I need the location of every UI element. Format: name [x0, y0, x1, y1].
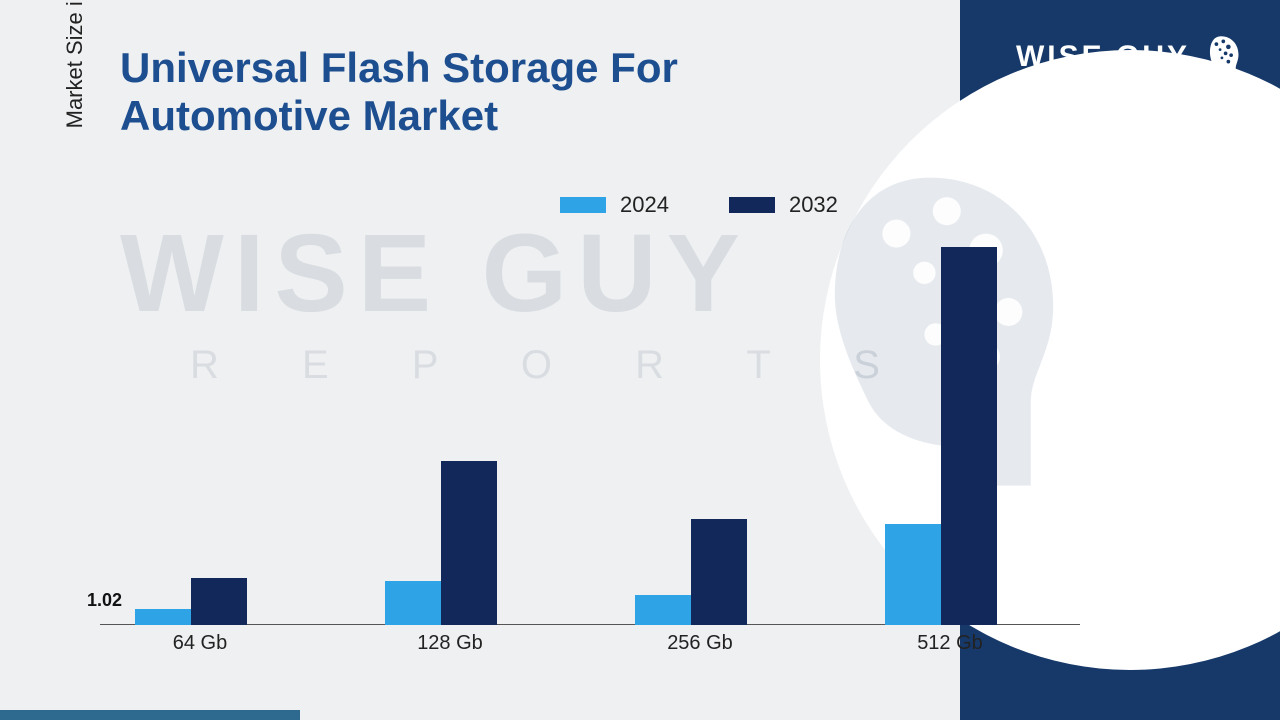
x-tick-label: 512 Gb [880, 632, 1020, 655]
bar [191, 578, 247, 625]
bar [135, 609, 191, 625]
plot-area: 64 Gb128 Gb256 Gb512 Gb1.02 [100, 235, 1080, 625]
brand-logo: WISE GUY R E P O R T S [1016, 34, 1244, 98]
brand-line1: WISE GUY [1016, 40, 1190, 74]
x-tick-label: 64 Gb [130, 632, 270, 655]
value-label: 1.02 [87, 590, 122, 611]
chart-title: Universal Flash Storage For Automotive M… [120, 44, 820, 141]
legend: 2024 2032 [560, 192, 838, 218]
bar [385, 581, 441, 625]
bar [691, 519, 747, 625]
brand-line2: R E P O R T S [1016, 82, 1244, 98]
bar-chart: 64 Gb128 Gb256 Gb512 Gb1.02 [100, 235, 1080, 655]
bottom-accent-bar [0, 710, 300, 720]
bar [635, 595, 691, 625]
brand-head-icon [1198, 34, 1244, 80]
legend-label-2024: 2024 [620, 192, 669, 218]
y-axis-label: Market Size in USD Billion [62, 0, 88, 210]
bar [941, 247, 997, 625]
bar [885, 524, 941, 625]
stage: WISE GUY R E P O R T S Universal Flash S… [0, 0, 1280, 720]
legend-item-2024: 2024 [560, 192, 669, 218]
legend-item-2032: 2032 [729, 192, 838, 218]
legend-swatch-2024 [560, 197, 606, 213]
legend-label-2032: 2032 [789, 192, 838, 218]
x-tick-label: 256 Gb [630, 632, 770, 655]
legend-swatch-2032 [729, 197, 775, 213]
x-tick-label: 128 Gb [380, 632, 520, 655]
bar [441, 461, 497, 625]
